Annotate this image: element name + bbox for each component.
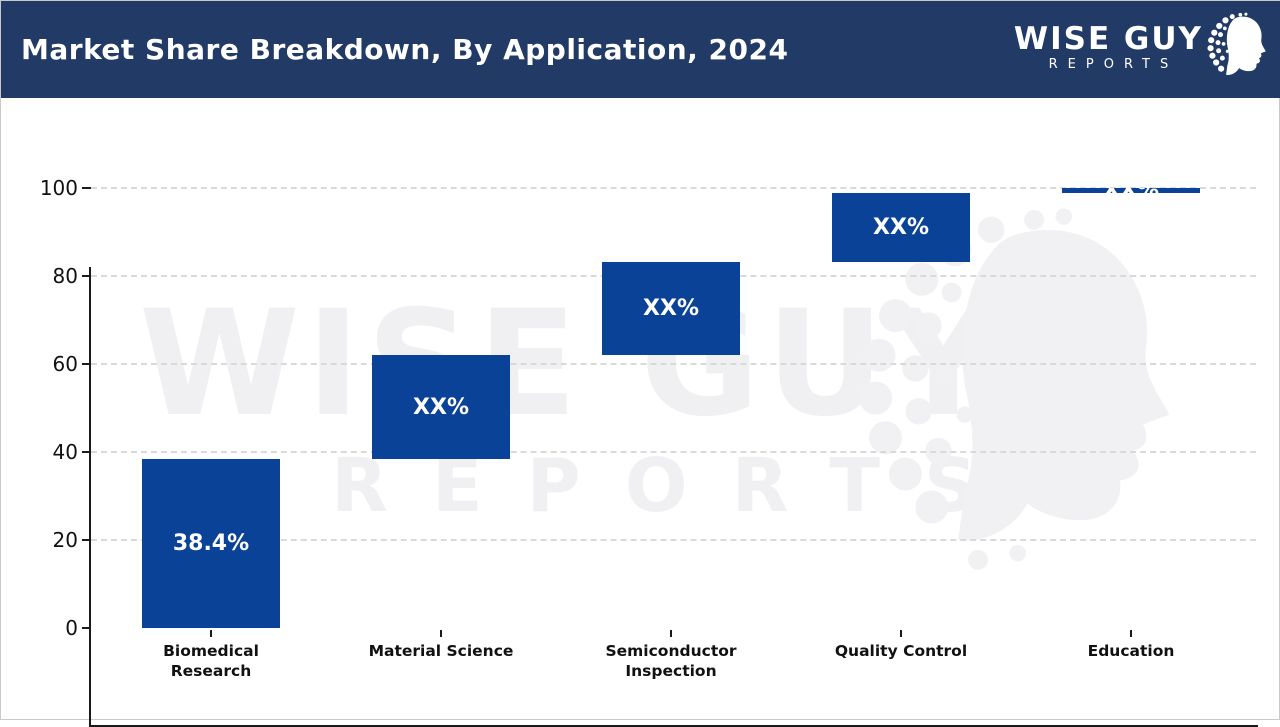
x-category-label: Material Science bbox=[368, 642, 514, 660]
y-tick-label: 80 bbox=[52, 264, 78, 288]
x-category-label: Quality Control bbox=[834, 642, 968, 660]
x-tick-mark bbox=[210, 630, 212, 637]
bar-segment: XX% bbox=[602, 261, 740, 356]
y-tick-mark bbox=[82, 275, 91, 277]
brand-name: WISE GUY bbox=[1013, 21, 1203, 57]
y-axis-line bbox=[89, 267, 91, 727]
y-gridline bbox=[91, 451, 1256, 453]
x-tick-mark bbox=[440, 630, 442, 637]
y-tick-label: 40 bbox=[52, 440, 78, 464]
x-category-label: Semiconductor Inspection bbox=[605, 642, 737, 680]
brand-logo-text: WISE GUY REPORTS bbox=[1014, 22, 1203, 72]
x-tick-mark bbox=[1130, 630, 1132, 637]
bar-value-label: XX% bbox=[643, 296, 699, 322]
bar-value-label: XX% bbox=[873, 215, 929, 241]
waterfall-chart: 0 20 40 60 80 100 38.4% Biomedical Research XX% M… bbox=[1, 98, 1280, 727]
y-tick-mark bbox=[82, 627, 91, 629]
bar-value-label: XX% bbox=[413, 394, 469, 420]
brand-logo: WISE GUY REPORTS bbox=[1014, 7, 1267, 87]
y-tick-label: 0 bbox=[65, 616, 78, 640]
y-tick-mark bbox=[82, 539, 91, 541]
y-tick-label: 100 bbox=[39, 176, 78, 200]
y-tick-mark bbox=[82, 451, 91, 453]
bar-value-label: 38.4% bbox=[172, 531, 250, 556]
bar-segment: 38.4% bbox=[142, 459, 280, 628]
bar-segment: XX% bbox=[832, 193, 970, 262]
y-gridline bbox=[91, 187, 1256, 189]
page-title: Market Share Breakdown, By Application, … bbox=[21, 33, 789, 66]
y-tick-mark bbox=[82, 187, 91, 189]
x-tick-mark bbox=[670, 630, 672, 637]
brand-face-icon bbox=[1205, 7, 1267, 87]
y-tick-mark bbox=[82, 363, 91, 365]
x-category-label: Education bbox=[1087, 642, 1175, 660]
y-tick-label: 60 bbox=[52, 352, 78, 376]
bar-segment: XX% bbox=[1062, 188, 1200, 194]
bar-segment: XX% bbox=[372, 355, 510, 460]
x-tick-mark bbox=[900, 630, 902, 637]
x-category-label: Biomedical Research bbox=[163, 642, 259, 680]
header-bar: Market Share Breakdown, By Application, … bbox=[1, 1, 1280, 98]
brand-subtitle: REPORTS bbox=[1048, 57, 1179, 72]
y-tick-label: 20 bbox=[52, 528, 78, 552]
y-gridline bbox=[91, 539, 1256, 541]
bar-value-label: XX% bbox=[1103, 188, 1159, 193]
y-gridline bbox=[91, 363, 1256, 365]
